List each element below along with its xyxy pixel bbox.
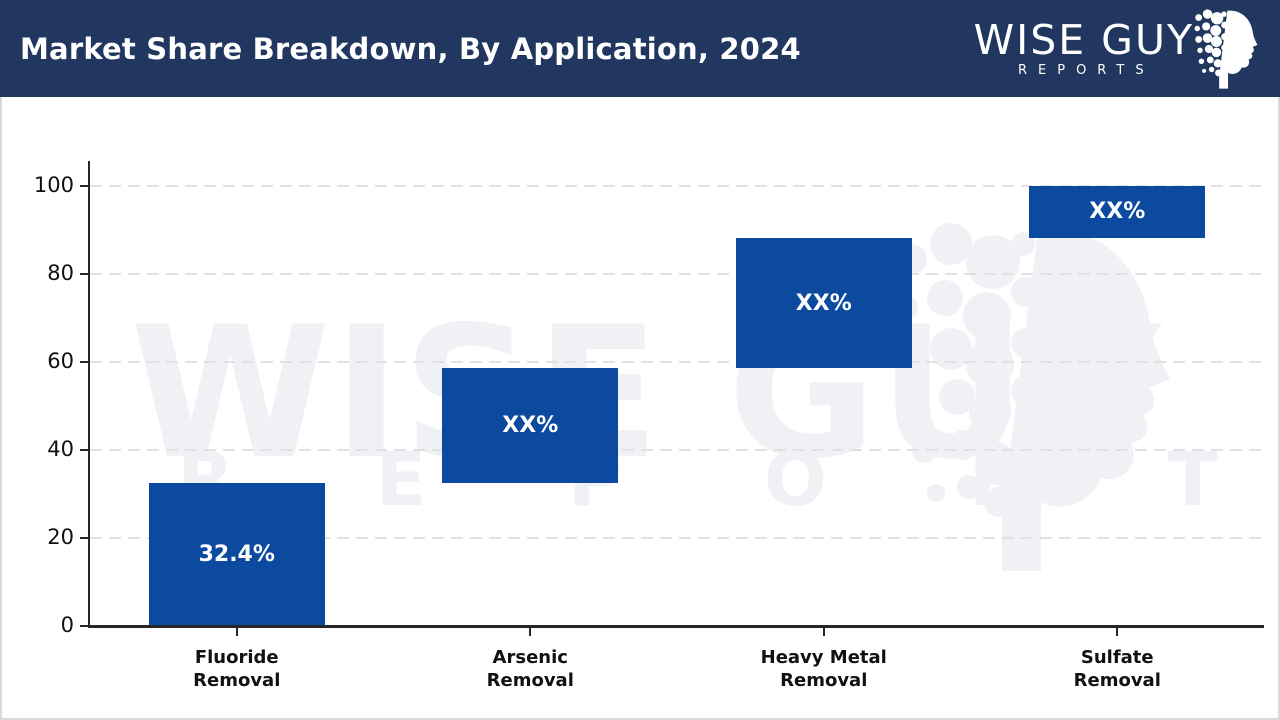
category-label-sulfate-removal: Sulfate Removal [1073, 647, 1161, 691]
y-tick-label-80: 80 [47, 261, 74, 285]
y-tick-60 [80, 361, 88, 363]
category-label-arsenic-removal: Arsenic Removal [486, 647, 574, 691]
gridline-y-60 [90, 361, 1264, 363]
gridline-y-100 [90, 185, 1264, 187]
x-axis-line [88, 625, 1264, 628]
header-bar: Market Share Breakdown, By Application, … [0, 0, 1280, 97]
head-silhouette-icon [1194, 8, 1258, 89]
gridline-y-20 [90, 537, 1264, 539]
page-title: Market Share Breakdown, By Application, … [20, 31, 801, 66]
gridline-y-80 [90, 273, 1264, 275]
bar-sulfate-removal: XX% [1029, 186, 1206, 238]
bar-heavy-metal-removal: XX% [735, 237, 912, 369]
bar-fluoride-removal: 32.4% [148, 483, 325, 626]
x-tick-2 [822, 628, 825, 636]
y-tick-label-20: 20 [47, 525, 74, 549]
y-tick-80 [80, 273, 88, 275]
head-face [1219, 10, 1258, 89]
y-tick-label-100: 100 [33, 173, 74, 197]
bar-value-label: XX% [1089, 199, 1146, 225]
category-label-fluoride-removal: Fluoride Removal [193, 647, 281, 691]
brand-subtitle: REPORTS [1017, 63, 1155, 79]
brand-name: WISE GUY [973, 15, 1194, 64]
x-tick-3 [1116, 628, 1119, 636]
y-tick-0 [80, 625, 88, 627]
bar-value-label: 32.4% [198, 542, 275, 568]
y-tick-40 [80, 449, 88, 451]
bar-value-label: XX% [502, 413, 559, 439]
gridline-y-40 [90, 449, 1264, 451]
brand-logo: WISE GUY REPORTS [974, 8, 1262, 90]
y-tick-label-0: 0 [60, 613, 74, 637]
watermark-head-icon [894, 223, 1170, 571]
y-axis-line [88, 161, 90, 628]
bar-value-label: XX% [795, 290, 852, 316]
x-tick-0 [235, 628, 238, 636]
category-label-heavy-metal-removal: Heavy Metal Removal [760, 647, 887, 691]
watermark: WISE GUY R E P O R T S [2, 97, 1280, 720]
y-tick-label-60: 60 [47, 349, 74, 373]
bar-arsenic-removal: XX% [442, 368, 619, 484]
y-tick-100 [80, 185, 88, 187]
y-tick-20 [80, 537, 88, 539]
brand-logo-text: WISE GUY REPORTS [973, 15, 1194, 79]
plot-area: 0 20 40 60 80 100 32.4% Fluoride Removal XX% Arse… [34, 161, 1264, 691]
x-tick-1 [529, 628, 532, 636]
y-tick-label-40: 40 [47, 437, 74, 461]
